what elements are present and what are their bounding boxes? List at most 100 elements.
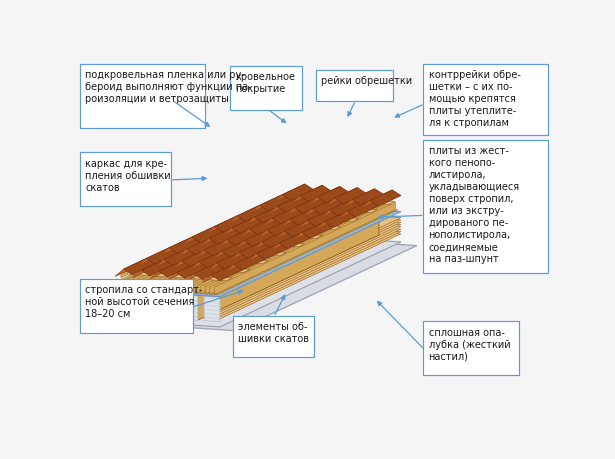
Polygon shape <box>370 190 401 207</box>
Polygon shape <box>137 298 164 302</box>
FancyBboxPatch shape <box>316 71 393 102</box>
Polygon shape <box>164 199 345 291</box>
Polygon shape <box>115 313 131 316</box>
Polygon shape <box>159 199 340 291</box>
Polygon shape <box>202 265 234 283</box>
Polygon shape <box>115 230 296 320</box>
Polygon shape <box>118 196 299 289</box>
Polygon shape <box>200 228 232 246</box>
Polygon shape <box>204 307 220 310</box>
Polygon shape <box>187 208 370 293</box>
Polygon shape <box>260 195 291 212</box>
Polygon shape <box>170 308 198 312</box>
Polygon shape <box>115 216 401 308</box>
Polygon shape <box>159 261 190 277</box>
Polygon shape <box>124 259 155 275</box>
Polygon shape <box>204 319 220 322</box>
Polygon shape <box>204 240 236 256</box>
Polygon shape <box>221 241 253 257</box>
Polygon shape <box>164 249 195 266</box>
Polygon shape <box>229 220 236 227</box>
Text: сплошная опа-
лубка (жесткий
настил): сплошная опа- лубка (жесткий настил) <box>429 327 510 361</box>
Polygon shape <box>286 197 317 216</box>
Polygon shape <box>122 204 306 289</box>
Polygon shape <box>207 253 239 271</box>
Polygon shape <box>170 300 198 304</box>
Polygon shape <box>121 271 232 281</box>
Polygon shape <box>115 225 401 317</box>
Polygon shape <box>267 220 298 236</box>
Polygon shape <box>131 207 318 292</box>
Polygon shape <box>115 218 296 305</box>
Polygon shape <box>338 201 370 219</box>
Polygon shape <box>326 188 357 206</box>
Polygon shape <box>258 220 290 238</box>
Polygon shape <box>115 293 131 296</box>
Polygon shape <box>115 221 296 308</box>
Polygon shape <box>146 248 178 264</box>
Polygon shape <box>170 317 198 320</box>
Polygon shape <box>115 209 296 296</box>
Polygon shape <box>146 206 329 291</box>
Polygon shape <box>155 249 186 268</box>
Polygon shape <box>248 244 279 262</box>
Polygon shape <box>185 263 216 282</box>
Polygon shape <box>115 213 401 305</box>
Polygon shape <box>115 205 401 297</box>
Polygon shape <box>175 246 287 256</box>
Polygon shape <box>248 212 359 222</box>
Polygon shape <box>236 230 267 249</box>
FancyBboxPatch shape <box>80 65 205 129</box>
Polygon shape <box>170 313 198 316</box>
Polygon shape <box>157 254 268 264</box>
Polygon shape <box>198 211 385 297</box>
Polygon shape <box>307 211 338 227</box>
Polygon shape <box>284 195 395 205</box>
Polygon shape <box>170 304 198 308</box>
Polygon shape <box>115 235 401 327</box>
Polygon shape <box>226 230 258 246</box>
Polygon shape <box>157 254 164 261</box>
Polygon shape <box>343 189 375 207</box>
FancyBboxPatch shape <box>80 153 171 207</box>
Polygon shape <box>192 227 223 243</box>
Polygon shape <box>361 190 392 208</box>
Polygon shape <box>169 207 352 292</box>
Polygon shape <box>115 259 146 277</box>
Polygon shape <box>186 239 218 255</box>
Polygon shape <box>170 297 198 300</box>
Polygon shape <box>167 263 199 280</box>
Polygon shape <box>115 223 401 314</box>
Polygon shape <box>132 205 315 290</box>
Polygon shape <box>225 254 256 272</box>
Polygon shape <box>137 302 164 306</box>
Polygon shape <box>229 220 341 230</box>
Polygon shape <box>256 244 288 260</box>
Text: плиты из жест-
кого пенопо-
листирола,
укладывающиеся
поверх стропил,
или из экс: плиты из жест- кого пенопо- листирола, у… <box>429 146 520 263</box>
Polygon shape <box>279 233 311 249</box>
Polygon shape <box>154 199 336 291</box>
Polygon shape <box>280 209 312 227</box>
Polygon shape <box>198 211 379 320</box>
Polygon shape <box>175 246 181 253</box>
Polygon shape <box>154 206 338 291</box>
Polygon shape <box>228 206 260 224</box>
Polygon shape <box>245 207 277 225</box>
Polygon shape <box>141 205 325 290</box>
Polygon shape <box>115 223 296 310</box>
Polygon shape <box>193 237 200 244</box>
Polygon shape <box>150 206 334 291</box>
Polygon shape <box>196 202 377 294</box>
Polygon shape <box>173 251 204 269</box>
Polygon shape <box>282 185 314 201</box>
Polygon shape <box>244 230 276 247</box>
Polygon shape <box>187 201 368 293</box>
Polygon shape <box>309 187 340 205</box>
Polygon shape <box>204 311 220 314</box>
Polygon shape <box>164 209 352 294</box>
Polygon shape <box>99 237 417 331</box>
Polygon shape <box>200 202 382 294</box>
Polygon shape <box>132 260 164 278</box>
Polygon shape <box>234 254 265 270</box>
Polygon shape <box>150 198 331 291</box>
